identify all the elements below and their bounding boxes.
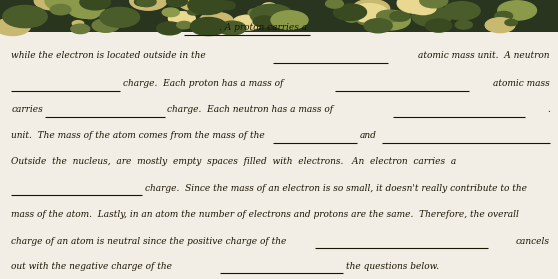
Circle shape (71, 24, 90, 33)
Circle shape (188, 0, 226, 15)
Circle shape (169, 12, 195, 25)
Circle shape (80, 0, 110, 10)
Circle shape (199, 12, 233, 29)
Circle shape (177, 21, 191, 29)
Circle shape (100, 8, 140, 27)
Circle shape (426, 19, 452, 32)
Circle shape (325, 0, 343, 8)
Text: charge.  Each proton has a mass of: charge. Each proton has a mass of (123, 79, 283, 88)
Circle shape (352, 0, 389, 18)
Circle shape (251, 4, 293, 26)
Circle shape (92, 19, 119, 32)
Circle shape (82, 11, 98, 19)
Circle shape (233, 15, 262, 30)
Circle shape (371, 10, 410, 30)
FancyBboxPatch shape (0, 0, 558, 32)
Circle shape (350, 4, 388, 22)
Text: charge of an atom is neutral since the positive charge of the: charge of an atom is neutral since the p… (11, 237, 287, 246)
Text: atomic mass: atomic mass (493, 79, 550, 88)
Circle shape (354, 7, 393, 26)
Circle shape (358, 8, 388, 23)
Circle shape (218, 21, 246, 35)
Circle shape (177, 0, 218, 11)
Circle shape (498, 1, 536, 20)
Circle shape (334, 4, 367, 20)
Circle shape (34, 0, 71, 10)
Circle shape (455, 21, 472, 29)
Circle shape (166, 0, 187, 7)
Circle shape (420, 0, 448, 8)
Circle shape (285, 13, 296, 20)
Text: charge.  Each neutron has a mass of: charge. Each neutron has a mass of (167, 105, 334, 114)
Circle shape (130, 0, 167, 10)
Circle shape (50, 4, 71, 15)
Text: mass of the atom.  Lastly, in an atom the number of electrons and protons are th: mass of the atom. Lastly, in an atom the… (11, 210, 519, 219)
Text: while the electron is located outside in the: while the electron is located outside in… (11, 51, 206, 60)
Circle shape (398, 3, 413, 11)
Circle shape (262, 3, 276, 10)
Circle shape (485, 18, 515, 33)
Circle shape (0, 18, 30, 35)
Text: .: . (547, 105, 550, 114)
Circle shape (505, 20, 517, 26)
Circle shape (345, 15, 359, 22)
Circle shape (271, 11, 308, 29)
Circle shape (102, 13, 115, 19)
Circle shape (68, 0, 104, 18)
Text: atomic mass unit.  A neutron: atomic mass unit. A neutron (418, 51, 550, 60)
Circle shape (45, 0, 86, 11)
Circle shape (412, 3, 442, 18)
Circle shape (364, 19, 392, 33)
Text: cancels: cancels (516, 237, 550, 246)
Circle shape (248, 9, 264, 16)
Circle shape (253, 16, 275, 27)
Circle shape (162, 8, 179, 16)
Circle shape (157, 22, 182, 35)
Text: unit.  The mass of the atom comes from the mass of the: unit. The mass of the atom comes from th… (11, 131, 265, 140)
Text: charge.  Since the mass of an electron is so small, it doesn't really contribute: charge. Since the mass of an electron is… (145, 184, 527, 193)
Circle shape (411, 2, 436, 15)
Circle shape (444, 2, 480, 20)
Circle shape (412, 6, 452, 27)
Circle shape (3, 6, 47, 28)
Text: Outside  the  nucleus,  are  mostly  empty  spaces  filled  with  electrons.   A: Outside the nucleus, are mostly empty sp… (11, 157, 456, 166)
Text: carries: carries (11, 105, 43, 114)
Text: . A proton carries a: . A proton carries a (219, 23, 307, 32)
Circle shape (218, 1, 235, 10)
Circle shape (397, 0, 438, 13)
Circle shape (377, 10, 401, 22)
Circle shape (187, 9, 200, 15)
Circle shape (134, 0, 151, 6)
Circle shape (390, 11, 410, 21)
Circle shape (22, 16, 43, 26)
Circle shape (190, 18, 227, 35)
Circle shape (137, 0, 156, 7)
Text: out with the negative charge of the: out with the negative charge of the (11, 262, 172, 271)
Text: the questions below.: the questions below. (346, 262, 439, 271)
Circle shape (73, 21, 84, 26)
Text: and: and (360, 131, 377, 140)
Circle shape (495, 11, 513, 20)
